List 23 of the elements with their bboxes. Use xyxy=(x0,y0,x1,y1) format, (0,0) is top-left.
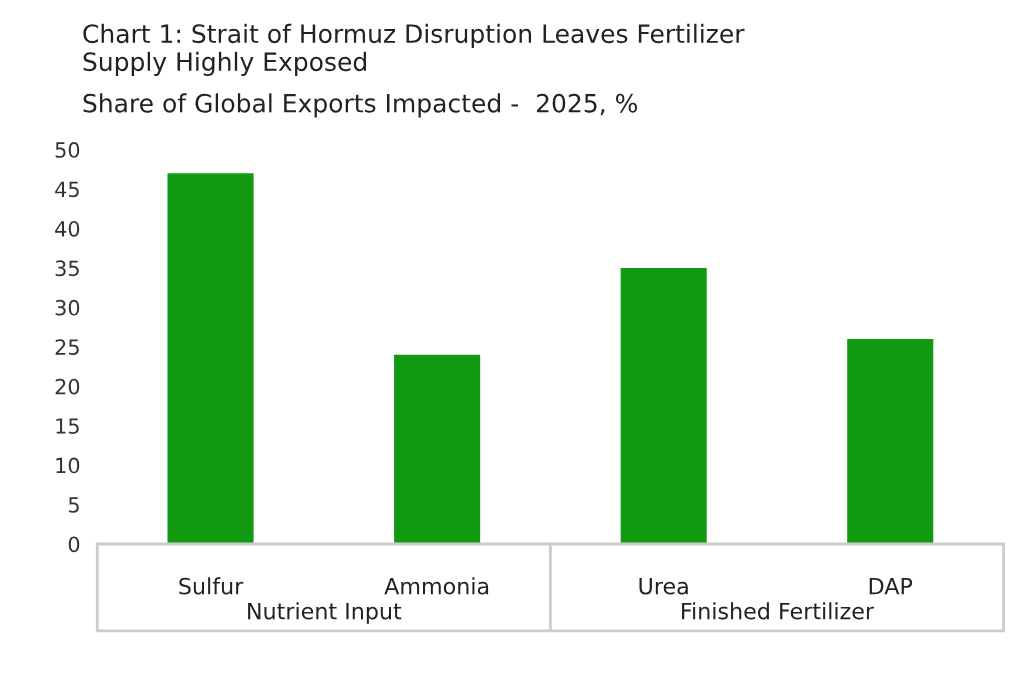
y-tick-label: 0 xyxy=(68,536,80,553)
chart-title: Chart 1: Strait of Hormuz Disruption Leaves Fertilizer Supply Highly Exposed xyxy=(83,23,745,76)
y-tick-label: 40 xyxy=(55,220,80,237)
y-tick-label: 45 xyxy=(55,181,79,198)
y-tick-label: 20 xyxy=(55,378,80,395)
y-tick-label: 25 xyxy=(55,339,79,356)
bar xyxy=(847,338,934,544)
text: Nutrient Input xyxy=(248,602,402,624)
y-tick-label: 35 xyxy=(55,260,79,277)
y-tick-label: 50 xyxy=(55,142,80,158)
text: Finished Fertilizer xyxy=(682,602,875,620)
bar xyxy=(620,267,707,544)
x-tick-label: Urea xyxy=(639,578,688,595)
bar xyxy=(167,173,254,544)
y-tick-label: 10 xyxy=(56,457,80,474)
x-tick-label: Sulfur xyxy=(179,577,244,595)
y-tick-label: 5 xyxy=(68,497,79,513)
y-tick-label: 30 xyxy=(55,299,80,316)
x-tick-label: DAP xyxy=(869,578,913,595)
bar xyxy=(394,354,481,544)
y-tick-label: 15 xyxy=(56,418,79,434)
chart-subtitle: Share of Global Exports Impacted - 2025, % xyxy=(83,93,638,118)
x-tick-label: Ammonia xyxy=(384,577,489,595)
